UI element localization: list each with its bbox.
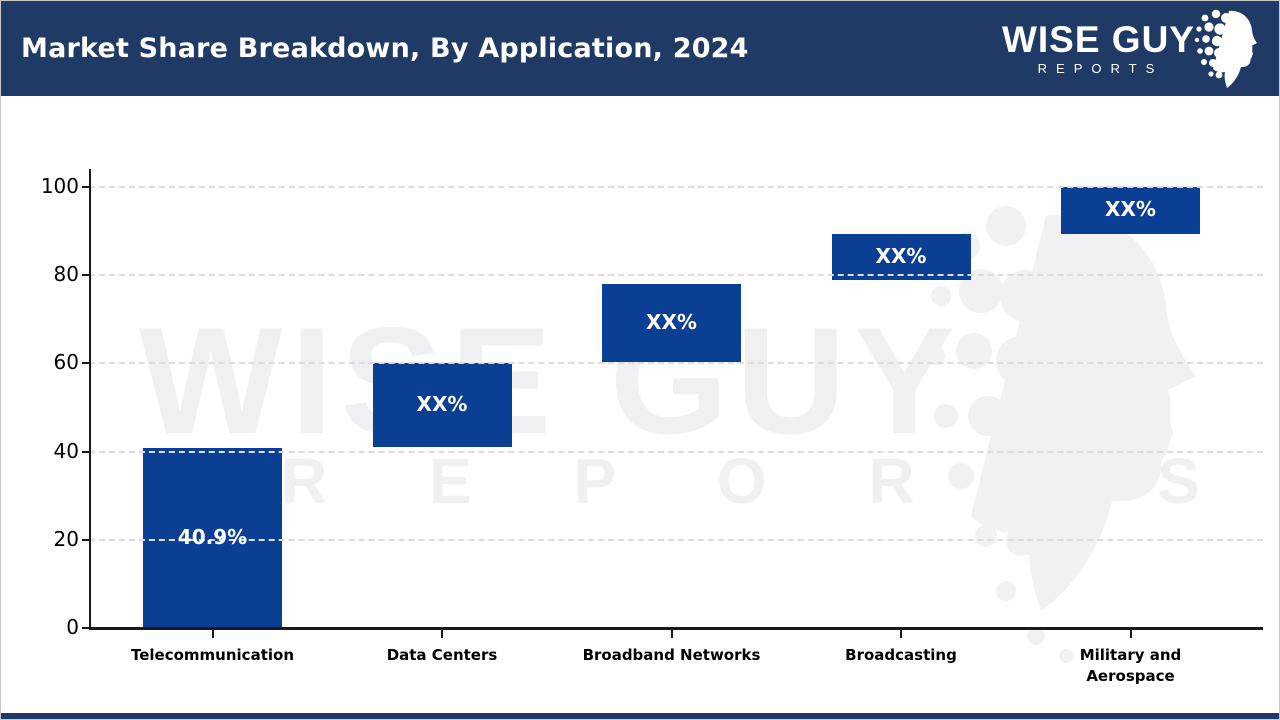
- category-label: Broadband Networks: [582, 646, 761, 664]
- logo-head-icon: [1194, 9, 1257, 88]
- bar: [831, 234, 971, 281]
- bar-value-label: XX%: [416, 391, 468, 416]
- y-tick-label: 20: [53, 526, 79, 551]
- category-label: Data Centers: [386, 646, 498, 664]
- gridline: [89, 538, 1263, 541]
- y-tick-mark: [82, 627, 89, 629]
- bar: [372, 362, 512, 448]
- watermark-wordmark: WISE GUY: [139, 296, 964, 466]
- gridline: [89, 186, 1263, 188]
- gridline: [89, 450, 1263, 453]
- y-tick-label: 40: [53, 438, 79, 463]
- gridline: [89, 274, 1263, 277]
- category-label: Broadcasting: [845, 646, 957, 664]
- x-tick-mark: [900, 630, 902, 638]
- y-tick-label: 80: [53, 262, 79, 287]
- bar-value-label: 40.9%: [177, 524, 248, 549]
- header: Market Share Breakdown, By Application, …: [1, 1, 1279, 96]
- y-tick-label: 60: [53, 350, 79, 375]
- gridline: [89, 362, 1263, 365]
- logo-wordmark-line1: WISE GUY: [1001, 19, 1195, 60]
- x-tick-mark: [211, 630, 214, 638]
- x-tick-mark: [441, 630, 443, 638]
- bar-value-label: XX%: [1105, 197, 1156, 222]
- y-tick-mark: [82, 538, 89, 541]
- watermark-head-icon: [927, 206, 1196, 663]
- x-tick-mark: [1129, 630, 1132, 638]
- bar: [602, 284, 741, 362]
- x-axis-line: [89, 627, 1263, 630]
- y-tick-label: 100: [40, 174, 79, 198]
- bar: [1061, 187, 1200, 234]
- y-tick-mark: [82, 186, 89, 188]
- category-label: Military and Aerospace: [1079, 646, 1182, 685]
- y-axis-line: [89, 169, 91, 628]
- bar-value-label: XX%: [875, 244, 927, 269]
- footer-bar: [1, 713, 1279, 719]
- logo-wordmark: WISE GUY REPORTS: [1002, 21, 1195, 76]
- bar: [143, 447, 282, 628]
- chart-title: Market Share Breakdown, By Application, …: [21, 33, 749, 64]
- y-tick-mark: [82, 274, 89, 277]
- brand-logo: WISE GUY REPORTS: [1002, 8, 1265, 90]
- category-label: Telecommunication: [131, 646, 294, 664]
- y-tick-label: 0: [66, 615, 79, 639]
- bar-value-label: XX%: [646, 309, 697, 334]
- chart-canvas: WISE GUY R E P O R T S 0 20 40 60 80 100 40.9%…: [1, 96, 1279, 713]
- logo-wordmark-line2: REPORTS: [1037, 61, 1164, 76]
- y-tick-mark: [82, 362, 89, 365]
- x-tick-mark: [670, 630, 673, 638]
- y-tick-mark: [82, 450, 89, 453]
